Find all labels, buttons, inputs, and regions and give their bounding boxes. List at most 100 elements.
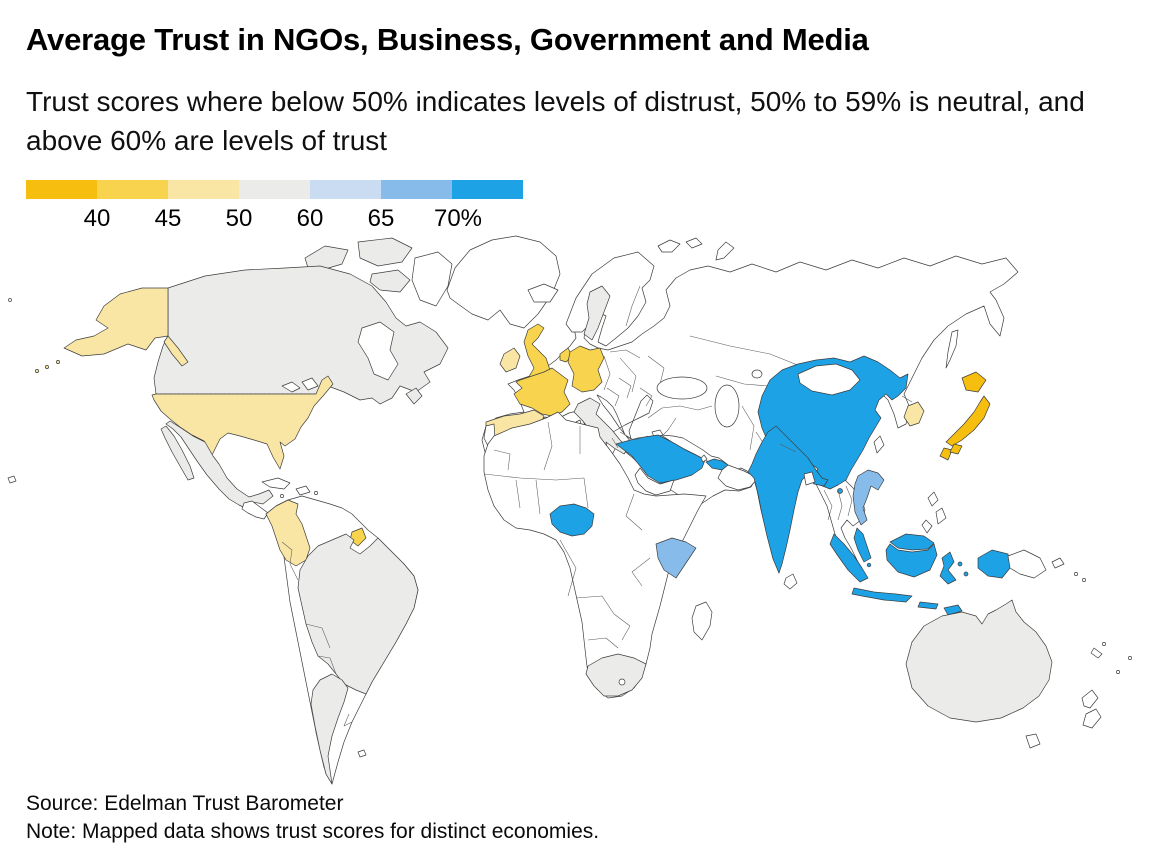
border-balkans (618, 377, 632, 399)
country-south-korea (903, 401, 925, 427)
legend-tick-label: 70% (433, 205, 483, 232)
country-canada-arctic (369, 269, 411, 293)
border-turkey-east (647, 405, 713, 419)
note-text: Note: Mapped data shows trust scores for… (26, 820, 600, 843)
country-sweden (583, 285, 611, 341)
country-japan-kyushu (939, 447, 953, 461)
papua-new-guinea (1007, 549, 1047, 579)
philippines (921, 519, 933, 534)
border-nepal (779, 443, 797, 453)
legend-swatch-50-60 (239, 180, 310, 199)
pacific-islet (8, 298, 12, 302)
border-zimbabwe (613, 613, 631, 641)
caribbean-island (280, 494, 284, 498)
country-japan-hokkaido (961, 371, 987, 393)
country-indonesia-sumatra (829, 533, 869, 583)
country-usa (151, 375, 334, 470)
legend-swatch-below40 (26, 180, 97, 199)
border-jordan-iraq (619, 431, 649, 441)
legend-swatch-60-65 (310, 180, 381, 199)
aleutian-islands (35, 369, 39, 373)
page-title: Average Trust in NGOs, Business, Governm… (26, 22, 869, 57)
border-vietnam-laos (845, 485, 853, 517)
scandinavia-landmass (565, 251, 655, 347)
country-bangladesh (803, 471, 816, 486)
island-taiwan (873, 435, 885, 454)
border-iraq-iran (661, 417, 677, 437)
island-svalbard (685, 237, 703, 249)
border-north-korea (901, 395, 913, 403)
country-saudi-arabia (615, 434, 706, 484)
country-indonesia-moluccas (957, 561, 963, 567)
border-finland-russia (625, 285, 641, 327)
border-morocco-algeria (493, 449, 511, 471)
source-text: Source: Edelman Trust Barometer (26, 792, 344, 815)
hudson-bay (357, 321, 399, 381)
border-angola-zambia (575, 595, 615, 615)
solomon-islands (1074, 572, 1078, 576)
color-legend: 40 45 50 60 65 70% (26, 180, 523, 232)
country-indonesia-timor (943, 604, 963, 616)
new-zealand-south (1082, 708, 1102, 729)
island-sakhalin (945, 329, 959, 369)
border-cambodia (837, 489, 843, 521)
legend-color-bar (26, 180, 523, 199)
legend-tick-label: 45 (154, 205, 182, 232)
country-malaysia-peninsula (853, 527, 872, 563)
country-malaysia-borneo (889, 533, 935, 551)
legend-tick-label: 40 (83, 205, 111, 232)
border-west-africa (515, 479, 521, 509)
country-indonesia-java (851, 587, 913, 603)
caribbean-island (314, 491, 318, 495)
country-mexico-baja (160, 425, 195, 481)
country-south-africa (585, 653, 647, 697)
country-indonesia-sulawesi (939, 551, 957, 585)
legend-tick-label: 65 (367, 205, 395, 232)
black-sea (656, 376, 708, 400)
aleutian-islands (56, 360, 60, 364)
island-baffin (411, 251, 453, 307)
island-tasmania (1025, 733, 1041, 749)
border-namibia-botswana (587, 637, 619, 649)
legend-swatch-45-50 (168, 180, 239, 199)
border-poland-ukraine (619, 357, 637, 393)
falkland-islands (357, 749, 367, 758)
country-indonesia-lesser-sunda (917, 601, 939, 610)
border-romania (639, 387, 653, 407)
country-canada-arctic (357, 237, 413, 267)
pacific-islet (7, 475, 17, 484)
island-new-caledonia (1090, 647, 1103, 659)
country-germany (567, 345, 605, 393)
great-lakes (301, 377, 319, 391)
new-zealand-north (1081, 689, 1099, 709)
pacific-island (1116, 670, 1120, 674)
country-australia (905, 599, 1053, 723)
border-balkans (606, 387, 620, 407)
island-cuba (261, 477, 291, 490)
world-map-svg (7, 235, 1132, 785)
border-iran-afghanistan (741, 405, 755, 451)
africa-landmass (483, 411, 707, 699)
country-kenya (655, 537, 697, 579)
island-sri-lanka (783, 573, 798, 590)
border-chad-sudan (583, 477, 589, 509)
island-iceland (527, 283, 559, 303)
great-lakes (281, 381, 301, 393)
country-japan-honshu (945, 395, 991, 447)
caspian-sea (714, 384, 740, 428)
country-indonesia-papua (977, 549, 1011, 579)
legend-swatch-40-45 (97, 180, 168, 199)
pacific-island (1102, 642, 1106, 646)
country-india (747, 425, 829, 574)
country-mexico (165, 420, 274, 510)
border-eastern-europe (603, 355, 611, 391)
island-novaya-zemlya (715, 241, 735, 261)
border-russia-kazakhstan (689, 335, 801, 367)
legend-tick-label: 50 (225, 205, 253, 232)
border-bolivia (305, 623, 331, 649)
country-thailand (852, 469, 885, 526)
country-mongolia (797, 363, 861, 396)
philippines (935, 507, 947, 525)
legend-tick-label: 60 (296, 205, 324, 232)
border-peru-ecuador (281, 541, 299, 581)
